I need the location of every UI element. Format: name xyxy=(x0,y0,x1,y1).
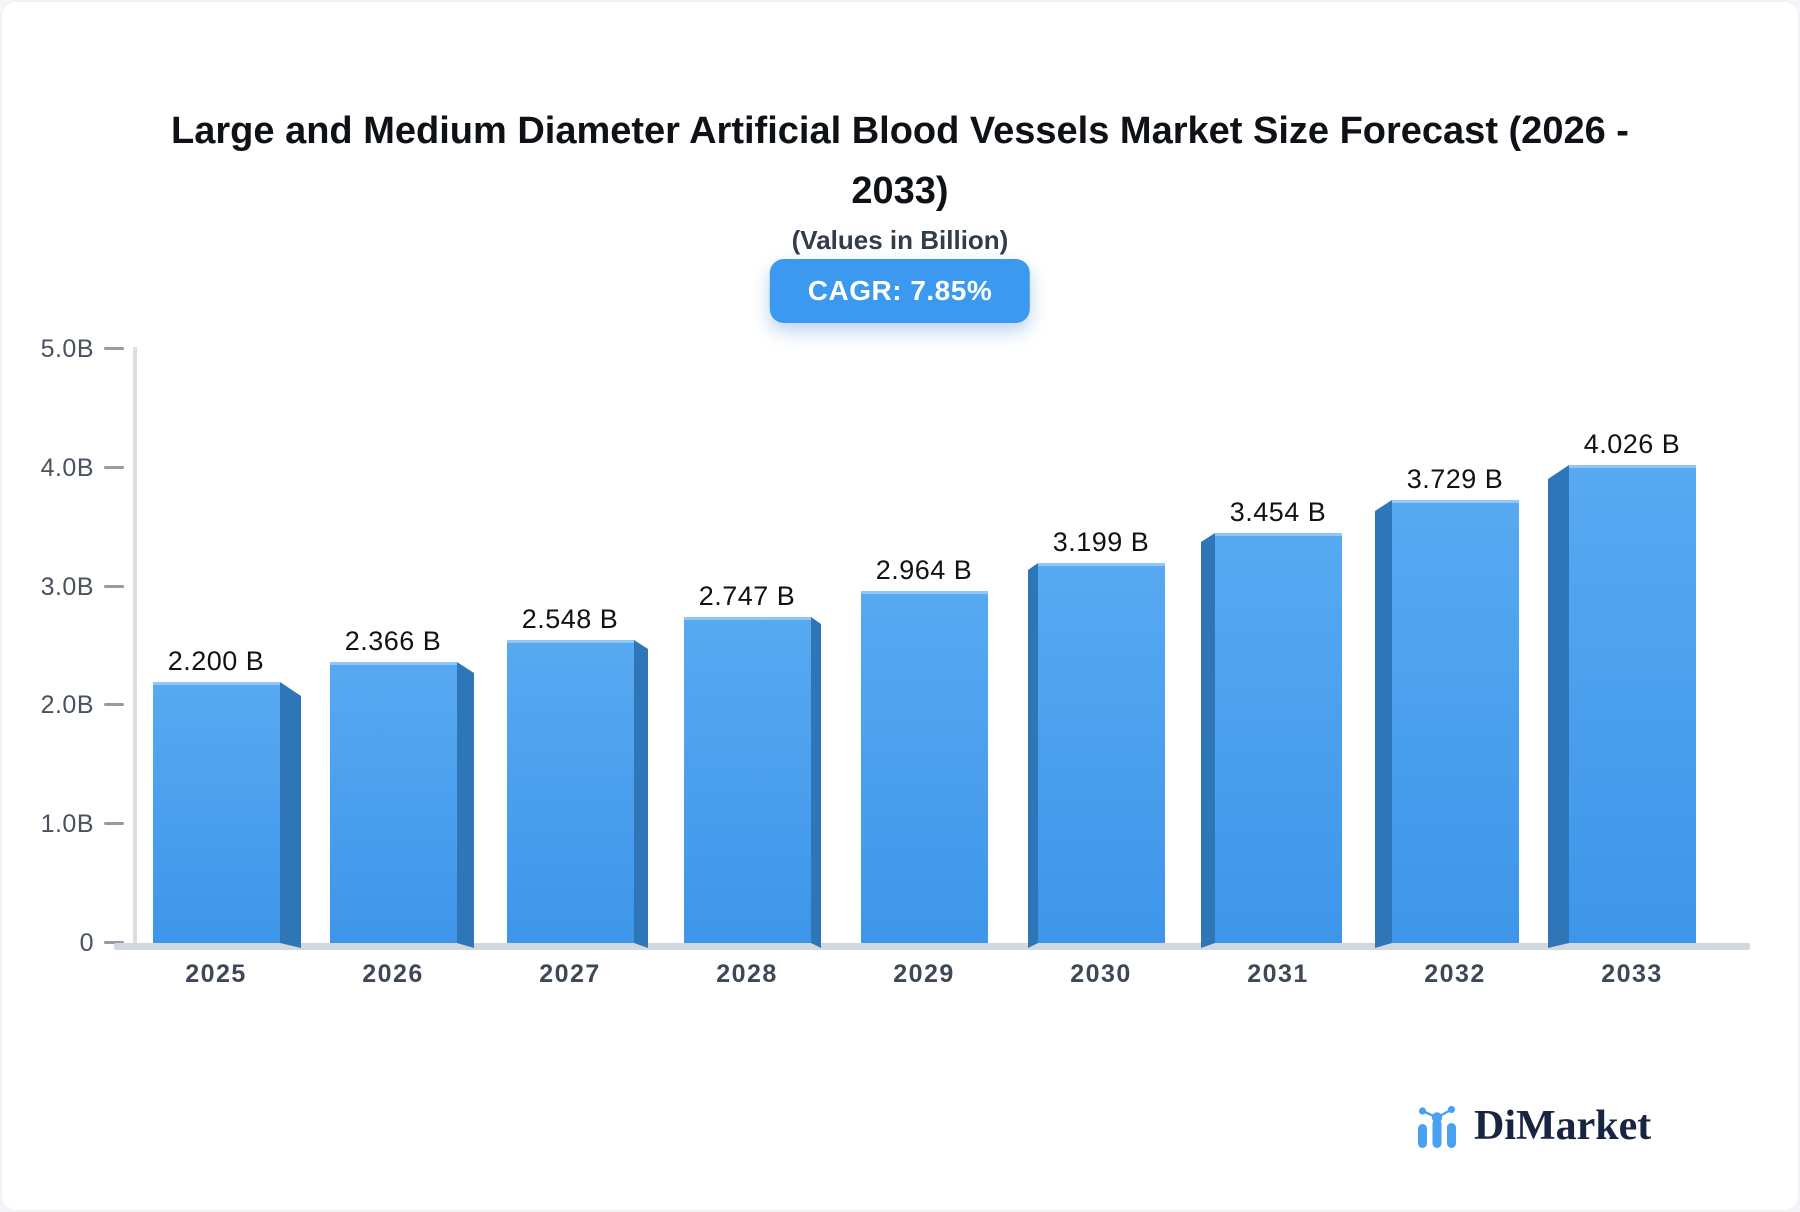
chart-title-line2: 2033) xyxy=(851,170,949,212)
bar-value-label: 3.729 B xyxy=(1406,464,1504,494)
bar-2031[interactable] xyxy=(1200,533,1342,949)
chart-title-line1: Large and Medium Diameter Artificial Blo… xyxy=(171,110,1629,152)
dimarket-logo: DiMarket xyxy=(1418,1098,1651,1154)
bar-top-highlight xyxy=(1391,500,1519,503)
bar-value-label: 3.199 B xyxy=(1052,527,1150,557)
bar-top-highlight xyxy=(860,591,988,594)
bar-front-face xyxy=(1391,500,1519,943)
x-axis-label: 2029 xyxy=(893,960,955,988)
bar-value-label: 2.200 B xyxy=(167,646,265,676)
bar-side-face xyxy=(1200,533,1215,948)
y-axis-tick-mark xyxy=(104,941,124,944)
chart-title: Large and Medium Diameter Artificial Blo… xyxy=(2,101,1798,221)
bar-2033[interactable] xyxy=(1547,465,1696,949)
bar-front-face xyxy=(506,640,634,943)
bar-top-highlight xyxy=(152,682,280,685)
bar-2029[interactable] xyxy=(860,591,988,949)
bar-side-face xyxy=(1027,563,1038,948)
bar-front-face xyxy=(683,617,811,943)
x-axis-label: 2028 xyxy=(716,960,778,988)
bar-front-face xyxy=(860,591,988,943)
bar-front-face xyxy=(152,682,280,943)
x-axis-label: 2030 xyxy=(1070,960,1132,988)
bar-line-chart-icon xyxy=(1418,1105,1456,1148)
bar-top-highlight xyxy=(1037,563,1165,566)
bar-side-face xyxy=(279,682,301,948)
bar-2028[interactable] xyxy=(683,617,821,949)
bar-top-highlight xyxy=(683,617,811,620)
bar-value-label: 3.454 B xyxy=(1229,497,1327,527)
bar-2025[interactable] xyxy=(152,682,301,949)
x-axis-label: 2031 xyxy=(1247,960,1309,988)
bar-value-label: 2.964 B xyxy=(875,555,973,585)
bar-value-label: 2.747 B xyxy=(698,581,796,611)
y-axis-tick-mark xyxy=(104,584,124,588)
chart-subtitle: (Values in Billion) xyxy=(791,225,1009,255)
bar-side-face xyxy=(1374,500,1392,948)
x-axis-label: 2027 xyxy=(539,960,601,988)
y-axis-tick-mark xyxy=(104,703,124,707)
y-axis-tick-label: 2.0B xyxy=(40,691,94,720)
y-axis-line xyxy=(133,347,137,945)
y-axis-tick-label: 4.0B xyxy=(40,453,94,482)
logo-text: DiMarket xyxy=(1474,1103,1652,1149)
bar-top-highlight xyxy=(1568,465,1696,468)
bar-value-label: 2.366 B xyxy=(344,626,442,656)
x-axis-label: 2026 xyxy=(362,960,424,988)
bar-top-highlight xyxy=(329,662,457,665)
y-axis-tick-label: 0 xyxy=(79,929,94,957)
y-axis-tick-mark xyxy=(104,822,124,826)
y-axis-tick-mark xyxy=(104,347,124,350)
x-axis-label: 2033 xyxy=(1601,960,1663,988)
x-axis-floor xyxy=(114,943,1750,950)
y-axis-tick-label: 5.0B xyxy=(40,335,94,363)
bar-front-face xyxy=(1037,563,1165,943)
bar-2027[interactable] xyxy=(506,640,648,949)
y-axis-tick-label: 3.0B xyxy=(40,572,94,601)
y-axis-tick-mark xyxy=(104,465,124,469)
bar-2032[interactable] xyxy=(1374,500,1519,949)
bar-side-face xyxy=(1547,465,1569,948)
y-axis-tick-label: 1.0B xyxy=(40,810,94,839)
bar-top-highlight xyxy=(506,640,634,643)
x-axis-label: 2025 xyxy=(185,960,247,988)
bar-2030[interactable] xyxy=(1027,563,1165,949)
x-axis-label: 2032 xyxy=(1424,960,1486,988)
cagr-badge: CAGR: 7.85% xyxy=(769,259,1031,323)
bar-front-face xyxy=(329,662,457,943)
bar-front-face xyxy=(1568,465,1696,943)
bar-value-label: 4.026 B xyxy=(1583,429,1681,459)
bar-side-face xyxy=(810,617,821,948)
bar-2026[interactable] xyxy=(329,662,474,949)
bar-front-face xyxy=(1214,533,1342,943)
bar-side-face xyxy=(633,640,648,948)
bar-top-highlight xyxy=(1214,533,1342,536)
bar-value-label: 2.548 B xyxy=(521,604,619,634)
bar-side-face xyxy=(456,662,474,948)
